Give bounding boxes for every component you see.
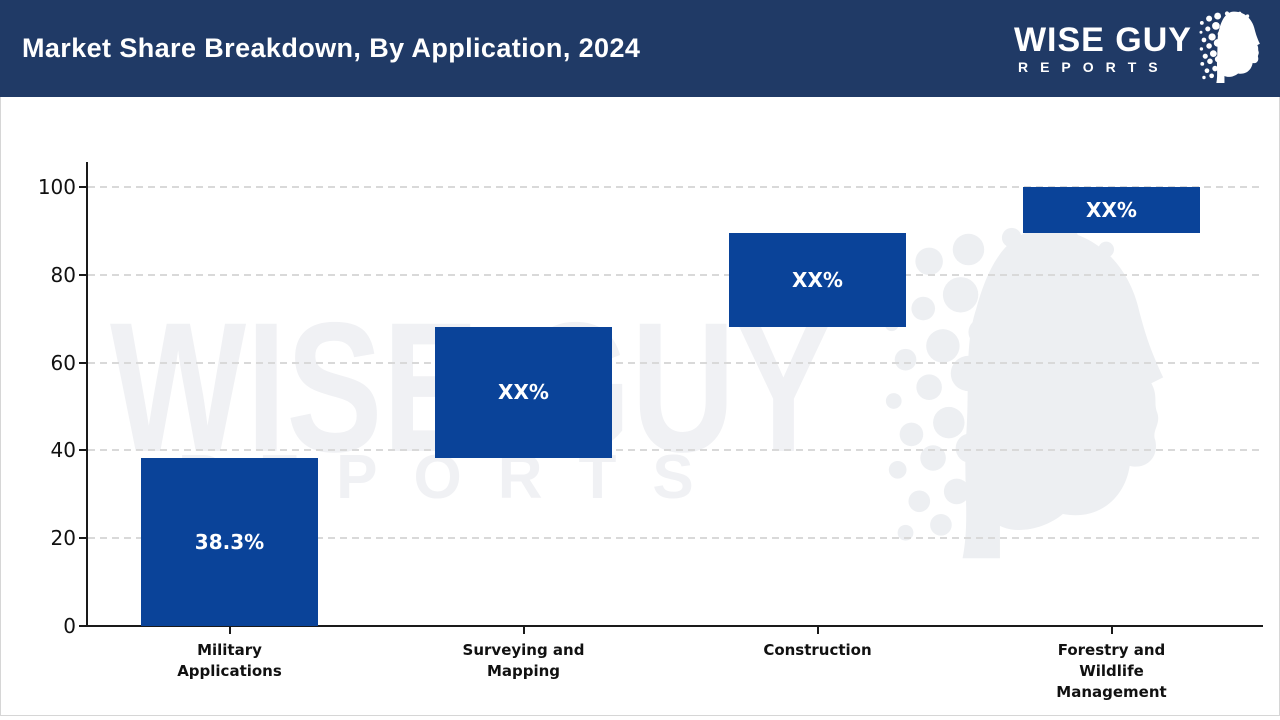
y-axis-tick (79, 361, 87, 364)
logo-subtext: REPORTS (1017, 59, 1170, 75)
gridline (88, 361, 1262, 364)
gridline (88, 273, 1262, 276)
x-axis-tick (228, 627, 231, 634)
x-axis-tick (1110, 627, 1113, 634)
y-axis-tick-label: 40 (50, 438, 76, 463)
gridline (88, 186, 1262, 188)
x-axis-category-label: Forestry and Wildlife Management (1056, 641, 1167, 701)
y-axis-tick-label: 100 (37, 175, 76, 199)
bar-value-label: 38.3% (194, 529, 265, 554)
page-title: Market Share Breakdown, By Application, … (22, 33, 641, 63)
logo-text: WISE GUY REPORTS (1014, 22, 1192, 75)
x-axis-spine (86, 625, 1263, 627)
x-axis-category-label: Military Applications (177, 641, 282, 680)
y-axis-tick (79, 273, 87, 276)
x-axis-category-label: Construction (763, 641, 872, 659)
y-axis-tick-label: 60 (50, 350, 76, 375)
x-axis-tick (522, 627, 525, 634)
header: Market Share Breakdown, By Application, … (0, 0, 1280, 97)
bar-value-label: XX% (498, 380, 549, 405)
bar-segment: XX% (435, 327, 612, 458)
x-axis-category-label: Surveying and Mapping (462, 641, 585, 680)
gridline (88, 537, 1262, 540)
y-axis-tick-label: 80 (50, 262, 76, 287)
gridline (88, 449, 1262, 452)
bar-segment: 38.3% (141, 457, 318, 626)
bar-value-label: XX% (1086, 198, 1137, 223)
y-axis-tick (79, 449, 87, 452)
bar-segment: XX% (729, 233, 906, 328)
y-axis-tick-label: 20 (50, 526, 76, 551)
y-axis-tick-label: 0 (63, 614, 76, 638)
wiseguy-logo: WISE GUY REPORTS (1014, 10, 1262, 87)
logo-wordmark: WISE GUY (1013, 21, 1192, 59)
y-axis-tick (79, 186, 87, 188)
bar-segment: XX% (1023, 187, 1200, 234)
y-axis-spine (86, 162, 88, 627)
logo-face-icon (1198, 10, 1262, 87)
bar-value-label: XX% (792, 268, 843, 293)
x-axis-tick (816, 627, 819, 634)
y-axis-tick (79, 537, 87, 540)
y-axis-tick (79, 625, 87, 627)
